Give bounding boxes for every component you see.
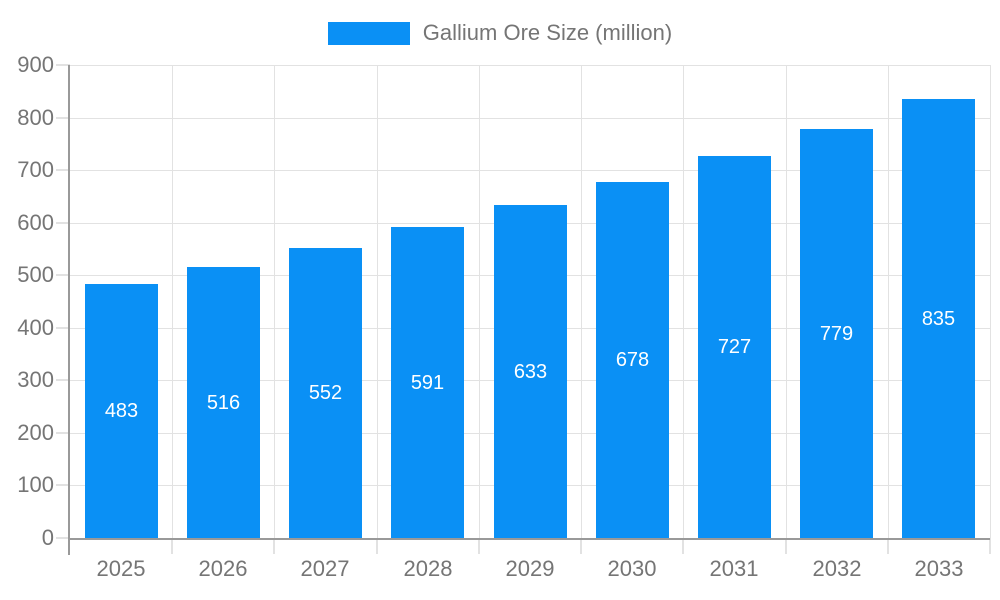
bar-value-label: 483 xyxy=(104,400,139,422)
gridline-vertical xyxy=(888,65,889,538)
y-axis-tick xyxy=(56,117,70,119)
bar-2025 xyxy=(85,284,158,538)
bar-value-label: 727 xyxy=(717,336,752,358)
bar-2026 xyxy=(187,267,260,538)
y-axis-tick xyxy=(56,169,70,171)
x-axis-tick xyxy=(376,538,378,554)
bar-value-label: 678 xyxy=(615,349,650,371)
gridline-vertical xyxy=(172,65,173,538)
bar-2032 xyxy=(800,129,873,538)
x-axis-tick xyxy=(478,538,480,554)
x-axis-line xyxy=(68,538,990,540)
x-axis-label: 2030 xyxy=(607,556,657,581)
gridline-vertical xyxy=(683,65,684,538)
y-axis-tick xyxy=(56,327,70,329)
y-axis-tick xyxy=(56,274,70,276)
bar-value-label: 779 xyxy=(819,323,854,345)
y-axis-line xyxy=(68,65,70,555)
y-axis-tick xyxy=(56,432,70,434)
y-axis-label: 700 xyxy=(17,157,54,182)
legend-swatch xyxy=(327,21,410,45)
x-axis-label: 2031 xyxy=(709,556,759,581)
gridline-horizontal xyxy=(70,65,990,66)
legend-label: Gallium Ore Size (million) xyxy=(422,20,673,45)
gridline-vertical xyxy=(274,65,275,538)
bar-2029 xyxy=(494,205,567,538)
x-axis-tick xyxy=(171,538,173,554)
x-axis-tick xyxy=(580,538,582,554)
bar-value-label: 516 xyxy=(206,392,241,414)
bar-2028 xyxy=(391,227,464,538)
x-axis-label: 2033 xyxy=(914,556,964,581)
legend[interactable]: Gallium Ore Size (million) xyxy=(0,20,1000,46)
y-axis-label: 200 xyxy=(17,420,54,445)
y-axis-tick xyxy=(56,64,70,66)
x-axis-tick xyxy=(273,538,275,554)
bar-2030 xyxy=(596,182,669,538)
gridline-vertical xyxy=(479,65,480,538)
y-axis-tick xyxy=(56,379,70,381)
y-axis-label: 300 xyxy=(17,367,54,392)
gridline-horizontal xyxy=(70,118,990,119)
y-axis-label: 900 xyxy=(17,52,54,77)
gridline-vertical xyxy=(990,65,991,538)
x-axis-tick xyxy=(887,538,889,554)
y-axis-label: 500 xyxy=(17,262,54,287)
x-axis-label: 2029 xyxy=(505,556,555,581)
bar-value-label: 591 xyxy=(410,372,445,394)
y-axis-tick xyxy=(56,484,70,486)
y-axis-label: 100 xyxy=(17,472,54,497)
bar-2027 xyxy=(289,248,362,538)
x-axis-label: 2026 xyxy=(198,556,248,581)
y-axis-label: 0 xyxy=(41,525,54,550)
bar-value-label: 633 xyxy=(513,361,548,383)
gridline-vertical xyxy=(786,65,787,538)
y-axis-label: 400 xyxy=(17,315,54,340)
y-axis-label: 600 xyxy=(17,210,54,235)
x-axis-label: 2032 xyxy=(812,556,862,581)
bar-value-label: 835 xyxy=(921,308,956,330)
x-axis-tick xyxy=(682,538,684,554)
bar-2033 xyxy=(902,99,975,538)
y-axis-tick xyxy=(56,222,70,224)
y-axis-label: 800 xyxy=(17,105,54,130)
bar-2031 xyxy=(698,156,771,538)
x-axis-label: 2025 xyxy=(96,556,146,581)
gridline-horizontal xyxy=(70,170,990,171)
x-axis-label: 2027 xyxy=(300,556,350,581)
gridline-vertical xyxy=(581,65,582,538)
x-axis-tick xyxy=(785,538,787,554)
gridline-vertical xyxy=(377,65,378,538)
y-axis-tick xyxy=(56,537,70,539)
bar-value-label: 552 xyxy=(308,382,343,404)
x-axis-label: 2028 xyxy=(403,556,453,581)
x-axis-tick xyxy=(989,538,991,554)
